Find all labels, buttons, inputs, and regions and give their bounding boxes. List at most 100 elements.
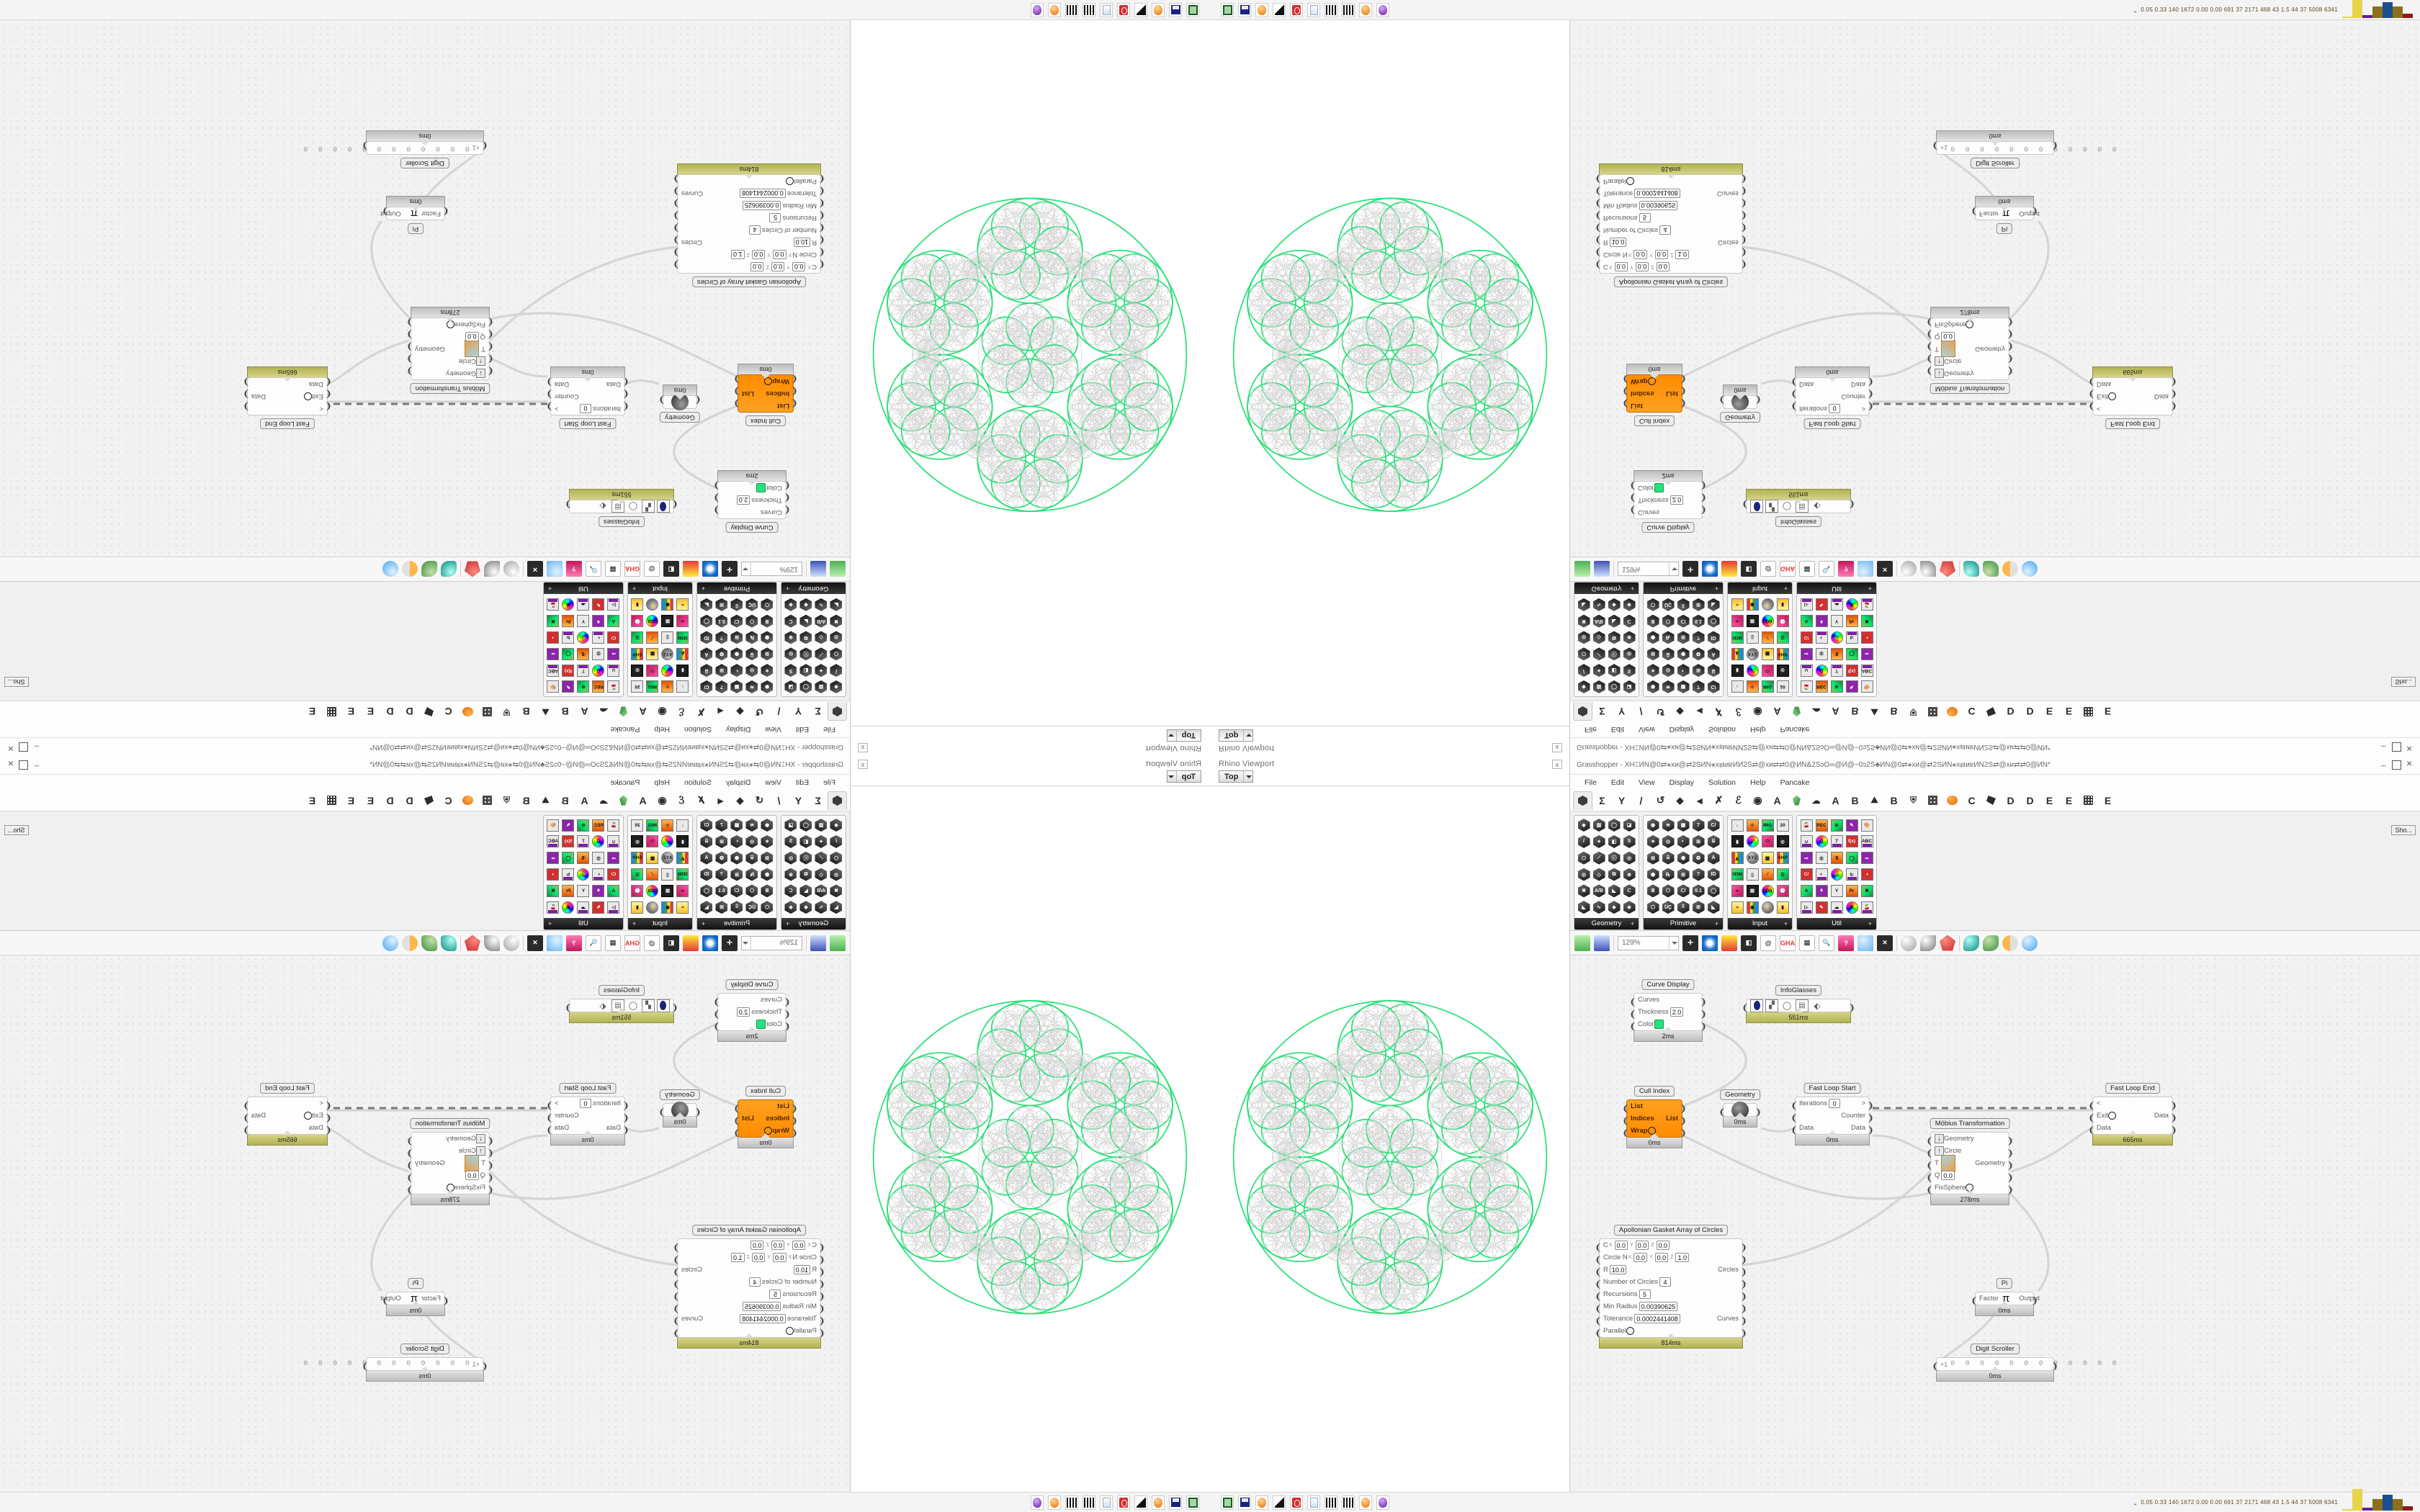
- component-icon[interactable]: ▥: [814, 680, 828, 694]
- tab-cloud[interactable]: ☁: [1806, 791, 1826, 810]
- component-icon[interactable]: A: [699, 851, 714, 865]
- menu-item-edit[interactable]: Edit: [1610, 725, 1625, 734]
- color-swatch[interactable]: [756, 1020, 766, 1029]
- component-icon[interactable]: /: [1577, 834, 1591, 849]
- component-icon[interactable]: Ⅽ: [784, 883, 798, 898]
- component-icon[interactable]: ◪: [1622, 818, 1636, 832]
- component-icon[interactable]: ◯: [799, 818, 813, 832]
- component-icon[interactable]: ◐: [1676, 663, 1690, 678]
- tab-params[interactable]: [828, 791, 847, 810]
- app-orange-2-icon[interactable]: [1255, 2, 1268, 17]
- sphere-grey-icon[interactable]: [1920, 561, 1936, 577]
- row-value[interactable]: 0.00390625: [1639, 201, 1678, 210]
- row-value[interactable]: 0.0: [1941, 1171, 1955, 1180]
- rhino-canvas[interactable]: [851, 0, 1210, 726]
- close-button[interactable]: [2405, 742, 2414, 752]
- component-icon[interactable]: ∿: [1592, 598, 1606, 612]
- component-icon[interactable]: ◉: [1745, 598, 1760, 612]
- sphere-white-icon[interactable]: [1901, 561, 1917, 577]
- tab-curve[interactable]: ↺: [750, 791, 769, 810]
- component-icon[interactable]: ⬢: [1646, 631, 1660, 645]
- component-icon[interactable]: A/B: [814, 614, 828, 629]
- component-icon[interactable]: ▮: [676, 663, 690, 678]
- component-icon[interactable]: 🍒: [1799, 680, 1814, 694]
- component-icon[interactable]: ↓: [1730, 680, 1744, 694]
- preview-shaded-icon[interactable]: [1721, 935, 1737, 951]
- tab-b1[interactable]: B: [555, 703, 575, 721]
- component-icon[interactable]: ℞: [745, 868, 759, 882]
- component-icon[interactable]: ◯: [1607, 680, 1621, 694]
- component-icon[interactable]: ⬡: [760, 900, 774, 914]
- tab-shield[interactable]: ⛨: [497, 791, 516, 810]
- menu-item-view[interactable]: View: [765, 725, 781, 734]
- tab-b2[interactable]: B: [1884, 703, 1904, 721]
- app-bw-icon[interactable]: [1273, 2, 1286, 17]
- component-icon[interactable]: ◎: [784, 851, 798, 865]
- search-icon[interactable]: 🔍: [1819, 561, 1834, 577]
- save-file-icon[interactable]: [810, 935, 826, 951]
- app-maze-icon[interactable]: [1342, 2, 1355, 17]
- component-icon[interactable]: ⇨: [546, 647, 560, 661]
- component-icon[interactable]: A: [606, 614, 621, 629]
- node-body[interactable]: C X 0.0 Y 0.0 Z 0.0 Circle N X 0.0 Y 0.0 Z 1.0 R 10.0 Ci…: [1595, 174, 1747, 274]
- component-icon[interactable]: ◧: [1607, 663, 1621, 678]
- component-icon[interactable]: ↻: [1845, 631, 1859, 645]
- row-value[interactable]: 0: [1829, 404, 1841, 413]
- component-icon[interactable]: 🌳: [576, 631, 591, 645]
- value-x[interactable]: 0.0: [792, 1241, 806, 1250]
- app-paper-icon[interactable]: [1100, 1495, 1113, 1510]
- component-icon[interactable]: ☰: [1775, 868, 1790, 882]
- component-icon[interactable]: 0.1: [1691, 614, 1706, 629]
- app-maze-icon[interactable]: [1065, 2, 1078, 17]
- component-icon[interactable]: ⬡: [829, 851, 843, 865]
- tab-cloud[interactable]: ☁: [594, 791, 614, 810]
- node-body[interactable]: C X 0.0 Y 0.0 Z 0.0 Circle N X 0.0 Y 0.0 Z 1.0 R 10.0 Ci…: [1595, 1238, 1747, 1338]
- color-swatch[interactable]: [756, 483, 766, 492]
- component-icon[interactable]: ⬢: [1676, 851, 1690, 865]
- sphere-teal-icon[interactable]: [1963, 561, 1979, 577]
- app-orange-icon[interactable]: [1048, 2, 1061, 17]
- component-icon[interactable]: ≈: [1730, 900, 1744, 914]
- tab-surface[interactable]: ◆: [730, 703, 750, 721]
- component-icon[interactable]: ⊕: [784, 631, 798, 645]
- component-icon[interactable]: ⬡: [1646, 598, 1660, 612]
- ribbon-group-label[interactable]: Primitive: [1644, 582, 1723, 594]
- component-icon[interactable]: Pr: [1845, 883, 1859, 898]
- zoom-extents-icon[interactable]: ✛: [722, 561, 738, 577]
- component-icon[interactable]: ⚘: [1814, 883, 1829, 898]
- tab-maths[interactable]: Σ: [808, 703, 828, 721]
- component-icon[interactable]: ▥: [814, 818, 828, 832]
- component-icon[interactable]: 🍒: [1860, 900, 1874, 914]
- wireframe-icon[interactable]: ◧: [663, 935, 679, 951]
- component-icon[interactable]: ▷: [1799, 598, 1814, 612]
- node-body[interactable]: < Exit Data Data ❨ ❩ ❨ ❩ ❨ ❩: [243, 1097, 332, 1135]
- open-file-icon[interactable]: [830, 561, 846, 577]
- tab-orange[interactable]: [458, 791, 478, 810]
- component-icon[interactable]: ⊞: [714, 663, 729, 678]
- row-value[interactable]: 0: [1829, 1099, 1841, 1108]
- app-orange-icon[interactable]: [1048, 1495, 1061, 1510]
- app-green-icon[interactable]: [1186, 2, 1199, 17]
- panel-view-icon[interactable]: ▤: [605, 935, 621, 951]
- zoom-extents-icon[interactable]: ✛: [1682, 935, 1698, 951]
- component-icon[interactable]: ◐: [591, 631, 606, 645]
- gh-node-digit-scroller[interactable]: Digit Scroller +1 0 0 0 0 0 0 0 0 0 0 0 0 ❨…: [1932, 1344, 2117, 1382]
- component-icon[interactable]: ID: [1706, 868, 1721, 882]
- digit-readout[interactable]: 0 0 0 0 0 0 0 0 0 0 0 0: [1950, 1360, 2120, 1368]
- tab-a1[interactable]: A: [633, 791, 653, 810]
- component-icon[interactable]: ⬡: [745, 883, 759, 898]
- gh-node-digit-scroller[interactable]: Digit Scroller +1 0 0 0 0 0 0 0 0 0 0 0 0 ❨…: [300, 1344, 488, 1382]
- open-file-icon[interactable]: [1574, 935, 1590, 951]
- gh-node-pi[interactable]: Pi Factor π Output ❨ ❩ 0ms: [1971, 196, 2040, 234]
- node-body[interactable]: Iterations 0 > Counter Data Data ❨ ❩ ❨ ❩ ❨ ❩: [546, 1097, 629, 1135]
- component-icon[interactable]: ◈: [1577, 818, 1591, 832]
- component-icon[interactable]: ◎: [784, 647, 798, 661]
- component-icon[interactable]: ⚡: [645, 598, 660, 612]
- sphere-white-icon[interactable]: [1901, 935, 1917, 951]
- gh-node-geometry-param[interactable]: Geometry ❨ ❩ 0ms: [1718, 384, 1762, 423]
- tab-c1[interactable]: C: [1962, 703, 1981, 721]
- node-body[interactable]: List Indices List Wrap ❨ ❩ ❨ ❩ ❨ ❩: [1622, 374, 1687, 413]
- component-icon[interactable]: ❂: [714, 647, 729, 661]
- component-icon[interactable]: 🕐: [1775, 883, 1790, 898]
- component-icon[interactable]: ⊹: [660, 680, 675, 694]
